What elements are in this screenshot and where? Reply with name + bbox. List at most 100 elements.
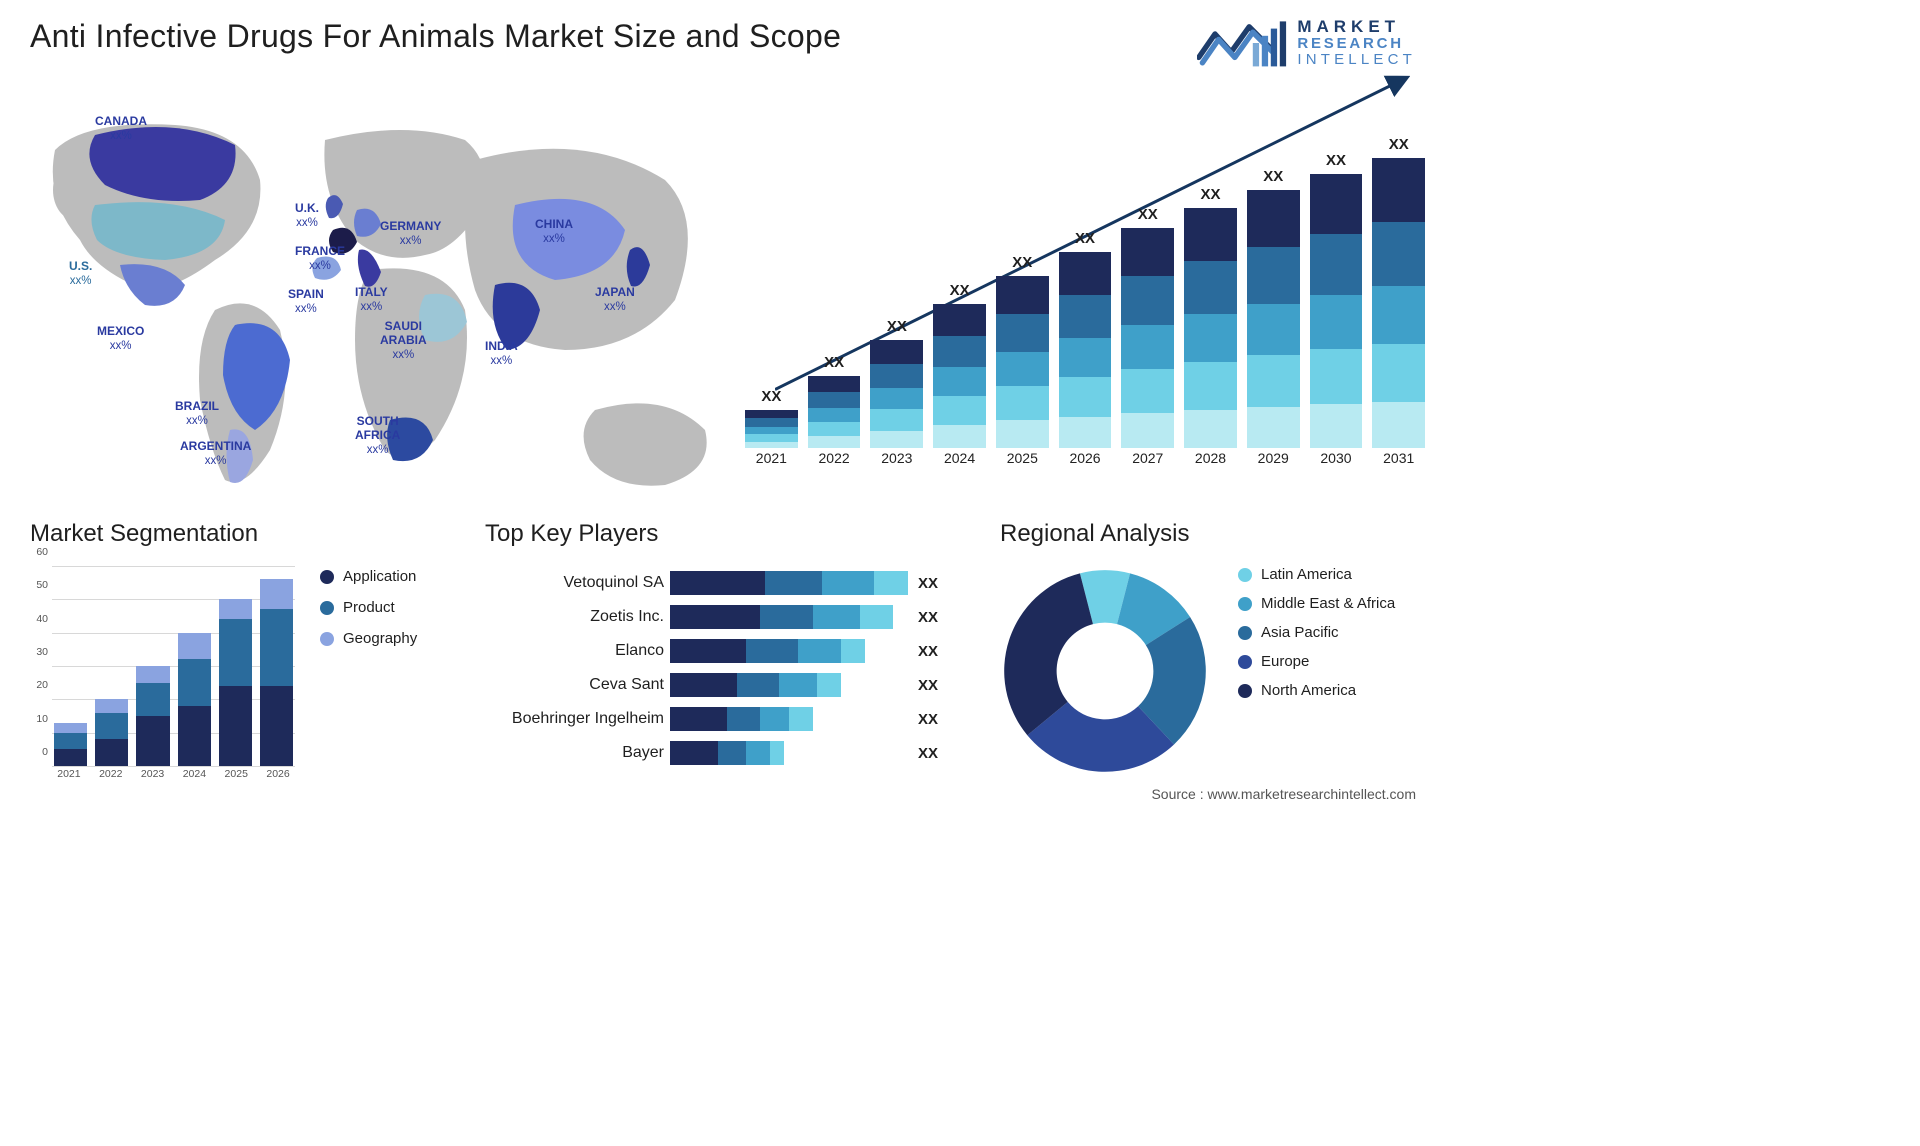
player-name: Boehringer Ingelheim: [485, 710, 670, 728]
seg-bar-2024: [178, 633, 211, 766]
player-name: Vetoquinol SA: [485, 574, 670, 592]
bar-segment: [1247, 407, 1300, 448]
bar-segment: [996, 352, 1049, 386]
bar-value-label: XX: [870, 318, 923, 335]
bar-segment: [1310, 174, 1363, 234]
gridline: [52, 766, 295, 767]
page-title: Anti Infective Drugs For Animals Market …: [30, 18, 841, 55]
bar-segment: [1372, 286, 1425, 344]
player-row: Boehringer Ingelheim XX: [485, 702, 965, 736]
seg-bar-2026: [260, 579, 293, 766]
legend-item: Asia Pacific: [1238, 624, 1395, 641]
logo-icon: [1197, 14, 1287, 72]
x-tick-label: 2029: [1247, 450, 1300, 470]
bar-segment: [1121, 325, 1174, 369]
bar-value-label: XX: [745, 388, 798, 405]
bar-segment: [1121, 369, 1174, 413]
bar-value-label: XX: [808, 354, 861, 371]
player-bar: [670, 707, 910, 731]
map-label-france: FRANCExx%: [295, 245, 345, 273]
market-bar-2021: XX: [745, 410, 798, 448]
x-tick-label: 2030: [1310, 450, 1363, 470]
bar-segment: [996, 276, 1049, 314]
bar-segment: [1184, 208, 1237, 261]
segmentation-chart: 0102030405060 202120222023202420252026: [30, 566, 295, 786]
player-value-label: XX: [910, 677, 950, 694]
map-label-brazil: BRAZILxx%: [175, 400, 219, 428]
bar-segment: [870, 431, 923, 448]
player-row: ElancoXX: [485, 634, 965, 668]
bar-segment: [870, 388, 923, 410]
player-value-label: XX: [910, 609, 950, 626]
player-bar-segment: [727, 707, 760, 731]
y-tick-label: 60: [36, 546, 48, 558]
market-segmentation: Market Segmentation 0102030405060 202120…: [30, 520, 450, 786]
player-bar: [670, 571, 910, 595]
player-bar-segment: [822, 571, 874, 595]
bar-segment: [933, 425, 986, 448]
bar-segment: [1247, 190, 1300, 247]
player-bar-segment: [841, 639, 865, 663]
bar-segment: [1247, 247, 1300, 304]
player-bar: [670, 741, 910, 765]
regional-donut-chart: [1000, 566, 1210, 776]
bar-value-label: XX: [996, 254, 1049, 271]
segmentation-title: Market Segmentation: [30, 520, 450, 548]
player-value-label: XX: [910, 711, 950, 728]
seg-segment: [219, 686, 252, 766]
player-bar-segment: [860, 605, 893, 629]
player-bar-segment: [770, 741, 784, 765]
player-bar-segment: [874, 571, 907, 595]
bar-segment: [745, 427, 798, 435]
seg-segment: [136, 716, 169, 766]
y-tick-label: 20: [36, 679, 48, 691]
bar-segment: [1184, 362, 1237, 410]
bar-segment: [1310, 234, 1363, 294]
map-label-india: INDIAxx%: [485, 340, 518, 368]
seg-segment: [260, 686, 293, 766]
player-bar-segment: [718, 741, 747, 765]
bar-segment: [996, 420, 1049, 448]
bar-segment: [1310, 349, 1363, 404]
legend-item: Europe: [1238, 653, 1395, 670]
logo-line1: MARKET: [1297, 18, 1416, 36]
market-bar-2024: XX: [933, 304, 986, 448]
map-label-u-s-: U.S.xx%: [69, 260, 92, 288]
bar-segment: [933, 367, 986, 396]
bar-segment: [933, 336, 986, 368]
legend-item: Product: [320, 599, 417, 616]
bar-segment: [1310, 404, 1363, 448]
bar-segment: [808, 422, 861, 436]
seg-segment: [95, 739, 128, 766]
seg-segment: [260, 609, 293, 686]
player-bar-segment: [670, 741, 718, 765]
bar-value-label: XX: [1247, 168, 1300, 185]
bar-segment: [1121, 276, 1174, 324]
bar-segment: [1059, 417, 1112, 448]
map-label-germany: GERMANYxx%: [380, 220, 441, 248]
player-row: Zoetis Inc. XX: [485, 600, 965, 634]
bar-segment: [1184, 261, 1237, 314]
map-label-china: CHINAxx%: [535, 218, 573, 246]
world-map: CANADAxx%U.S.xx%MEXICOxx%BRAZILxx%ARGENT…: [25, 90, 725, 500]
market-bar-2022: XX: [808, 376, 861, 448]
bar-segment: [1247, 355, 1300, 407]
bar-segment: [1184, 410, 1237, 448]
player-name: Zoetis Inc.: [485, 608, 670, 626]
regional-legend: Latin AmericaMiddle East & AfricaAsia Pa…: [1238, 566, 1395, 711]
bar-value-label: XX: [1310, 152, 1363, 169]
map-label-south-africa: SOUTHAFRICAxx%: [355, 415, 400, 457]
player-bar-segment: [746, 639, 798, 663]
players-title: Top Key Players: [485, 520, 965, 548]
bar-segment: [745, 418, 798, 426]
bar-segment: [1372, 158, 1425, 222]
top-key-players: Top Key Players Vetoquinol SAXXZoetis In…: [485, 520, 965, 770]
bar-value-label: XX: [933, 282, 986, 299]
bar-segment: [996, 386, 1049, 420]
seg-bar-2023: [136, 666, 169, 766]
seg-segment: [95, 713, 128, 740]
seg-segment: [219, 619, 252, 686]
bar-segment: [745, 434, 798, 442]
map-label-italy: ITALYxx%: [355, 286, 388, 314]
legend-item: North America: [1238, 682, 1395, 699]
